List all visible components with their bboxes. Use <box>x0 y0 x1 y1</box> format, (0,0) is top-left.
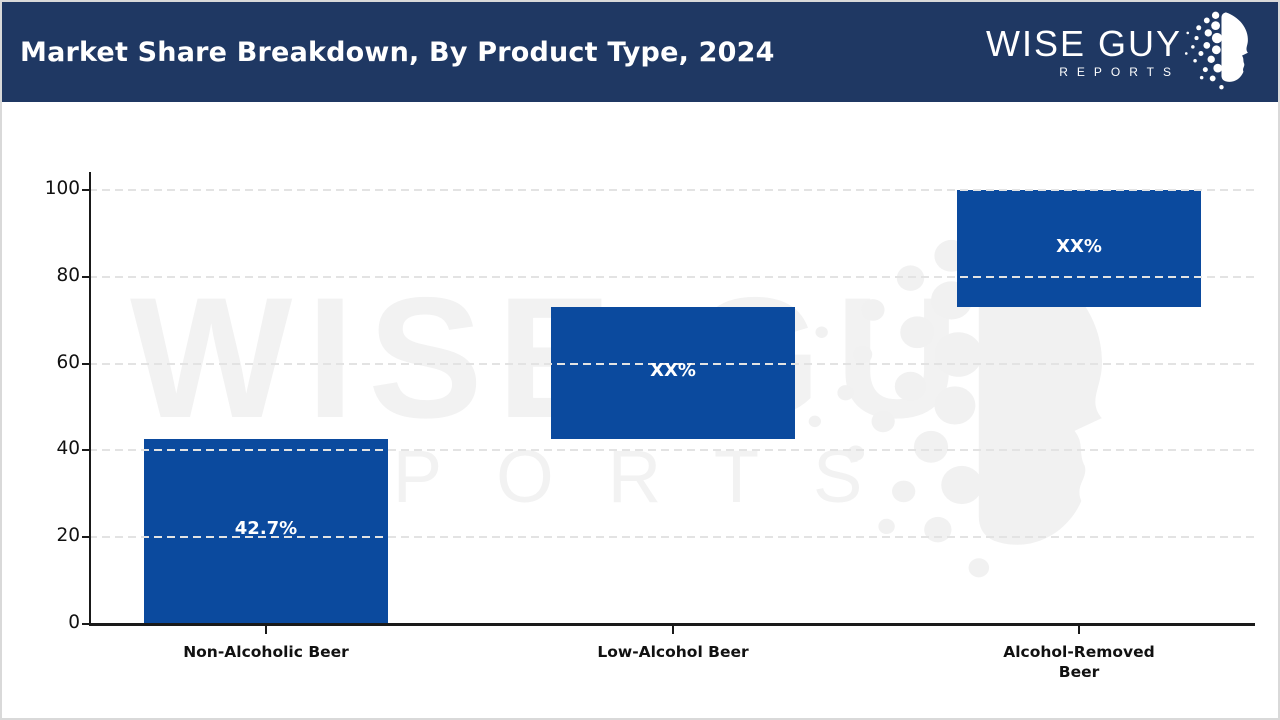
x-axis-tick-mark <box>672 626 674 634</box>
header-bar: Market Share Breakdown, By Product Type,… <box>2 2 1278 102</box>
y-axis-tick-label: 60 <box>56 351 80 373</box>
y-axis-tick-mark <box>82 275 89 278</box>
bar-value-label: 42.7% <box>234 518 298 540</box>
x-axis-tick-mark <box>1078 626 1080 634</box>
y-axis-line <box>89 172 91 626</box>
y-axis-tick-label: 40 <box>56 438 80 460</box>
x-axis-category-label: Alcohol-Removed Beer <box>1003 643 1155 681</box>
y-axis-tick-label: 20 <box>56 525 80 547</box>
bar-value-label: XX% <box>1056 235 1102 257</box>
x-axis-category-label: Low-Alcohol Beer <box>597 643 749 661</box>
y-axis-tick-label: 80 <box>56 264 80 286</box>
bar-segment <box>144 438 388 624</box>
x-axis-tick-mark <box>265 626 267 634</box>
logo-wordmark-main: WISE GUY <box>985 23 1182 64</box>
logo-wordmark: WISE GUY REPORTS <box>985 23 1182 80</box>
y-axis-tick-mark <box>82 449 89 452</box>
y-axis-tick-label: 100 <box>44 178 80 199</box>
gridline <box>89 189 1255 191</box>
y-axis-tick-label: 0 <box>68 612 80 633</box>
gridline <box>89 449 1255 452</box>
gridline <box>89 536 1255 539</box>
logo-wordmark-sub: REPORTS <box>1059 65 1180 79</box>
gridline <box>89 362 1255 365</box>
bar-value-label: XX% <box>650 359 696 381</box>
y-axis-tick-mark <box>82 623 89 625</box>
y-axis-tick-mark <box>82 362 89 365</box>
bar-segment <box>551 307 795 439</box>
gridline <box>89 275 1255 278</box>
x-axis-category-label: Non-Alcoholic Beer <box>183 643 349 661</box>
x-axis-line <box>89 623 1255 626</box>
y-axis-tick-mark <box>82 536 89 539</box>
wiseguy-logo: WISE GUY REPORTS <box>986 8 1264 96</box>
y-axis-tick-mark <box>82 189 89 191</box>
page-title: Market Share Breakdown, By Product Type,… <box>20 36 775 68</box>
